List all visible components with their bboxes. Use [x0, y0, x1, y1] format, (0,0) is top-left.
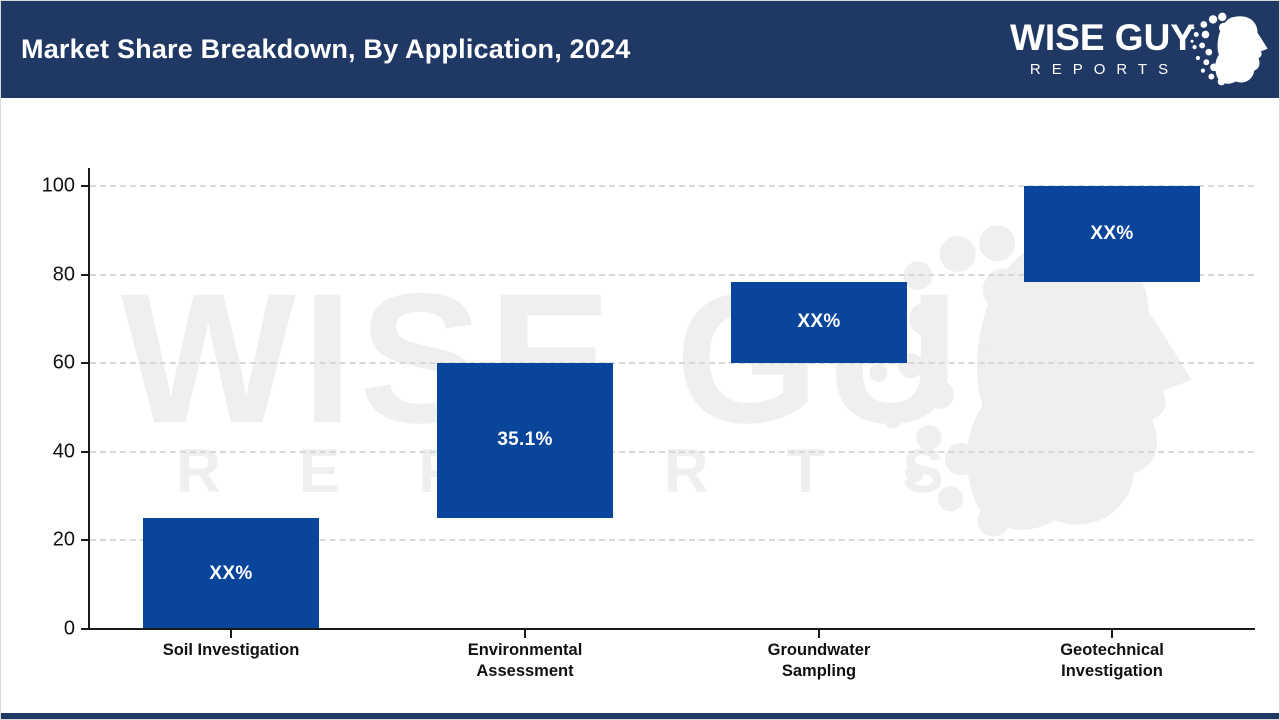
- gridline-40: [90, 450, 1254, 453]
- wiseguy-logo: WISE GUY REPORTS: [1010, 9, 1268, 91]
- x-tick-mark-2: [524, 630, 526, 638]
- y-tick-mark-20: [81, 539, 88, 542]
- gridline-100: [90, 185, 1254, 187]
- logo-wiseguy-text: WISE GUY: [1009, 17, 1195, 58]
- y-tick-label-20: 20: [52, 528, 75, 551]
- logo-reports-text: REPORTS: [1029, 61, 1180, 78]
- x-category-label-2: Environmental Assessment: [467, 641, 583, 680]
- y-tick-label-40: 40: [52, 440, 75, 463]
- y-tick-mark-0: [81, 628, 88, 630]
- bar-value-label: XX%: [1090, 223, 1134, 245]
- y-tick-mark-40: [81, 450, 88, 453]
- bar-segment-2: 35.1%: [437, 362, 613, 519]
- y-tick-label-80: 80: [52, 263, 75, 286]
- y-tick-mark-60: [81, 362, 88, 365]
- bar-segment-4: XX%: [1024, 186, 1200, 283]
- y-tick-label-60: 60: [52, 351, 75, 374]
- y-axis-line: [88, 168, 90, 630]
- watermark-face-dots-icon: [861, 225, 1192, 537]
- y-tick-mark-100: [81, 185, 88, 187]
- gridline-60: [90, 362, 1254, 365]
- gridline-20: [90, 539, 1254, 542]
- x-tick-mark-1: [230, 630, 232, 638]
- x-category-label-1: Soil Investigation: [162, 641, 300, 659]
- bar-segment-1: XX%: [143, 518, 319, 629]
- x-tick-mark-3: [818, 630, 820, 638]
- logo-face-dots-icon: [1190, 12, 1268, 86]
- bar-value-label: XX%: [797, 311, 841, 333]
- bar-segment-3: XX%: [731, 282, 907, 363]
- gridline-80: [90, 273, 1254, 276]
- x-category-label-4: Geotechnical Investigation: [1060, 641, 1164, 680]
- x-category-label-3: Groundwater Sampling: [767, 641, 871, 680]
- page-title: Market Share Breakdown, By Application, …: [21, 34, 631, 64]
- y-tick-label-0: 0: [63, 617, 75, 640]
- footer-bar: [1, 713, 1279, 719]
- x-axis-line: [88, 628, 1255, 630]
- header-banner: Market Share Breakdown, By Application, …: [1, 1, 1279, 98]
- bar-value-label: 35.1%: [497, 429, 553, 451]
- logo-text: WISE GUY REPORTS: [1009, 17, 1195, 79]
- y-tick-label-100: 100: [41, 174, 75, 197]
- x-tick-mark-4: [1111, 630, 1113, 638]
- bar-value-label: XX%: [209, 562, 253, 584]
- y-tick-mark-80: [81, 273, 88, 276]
